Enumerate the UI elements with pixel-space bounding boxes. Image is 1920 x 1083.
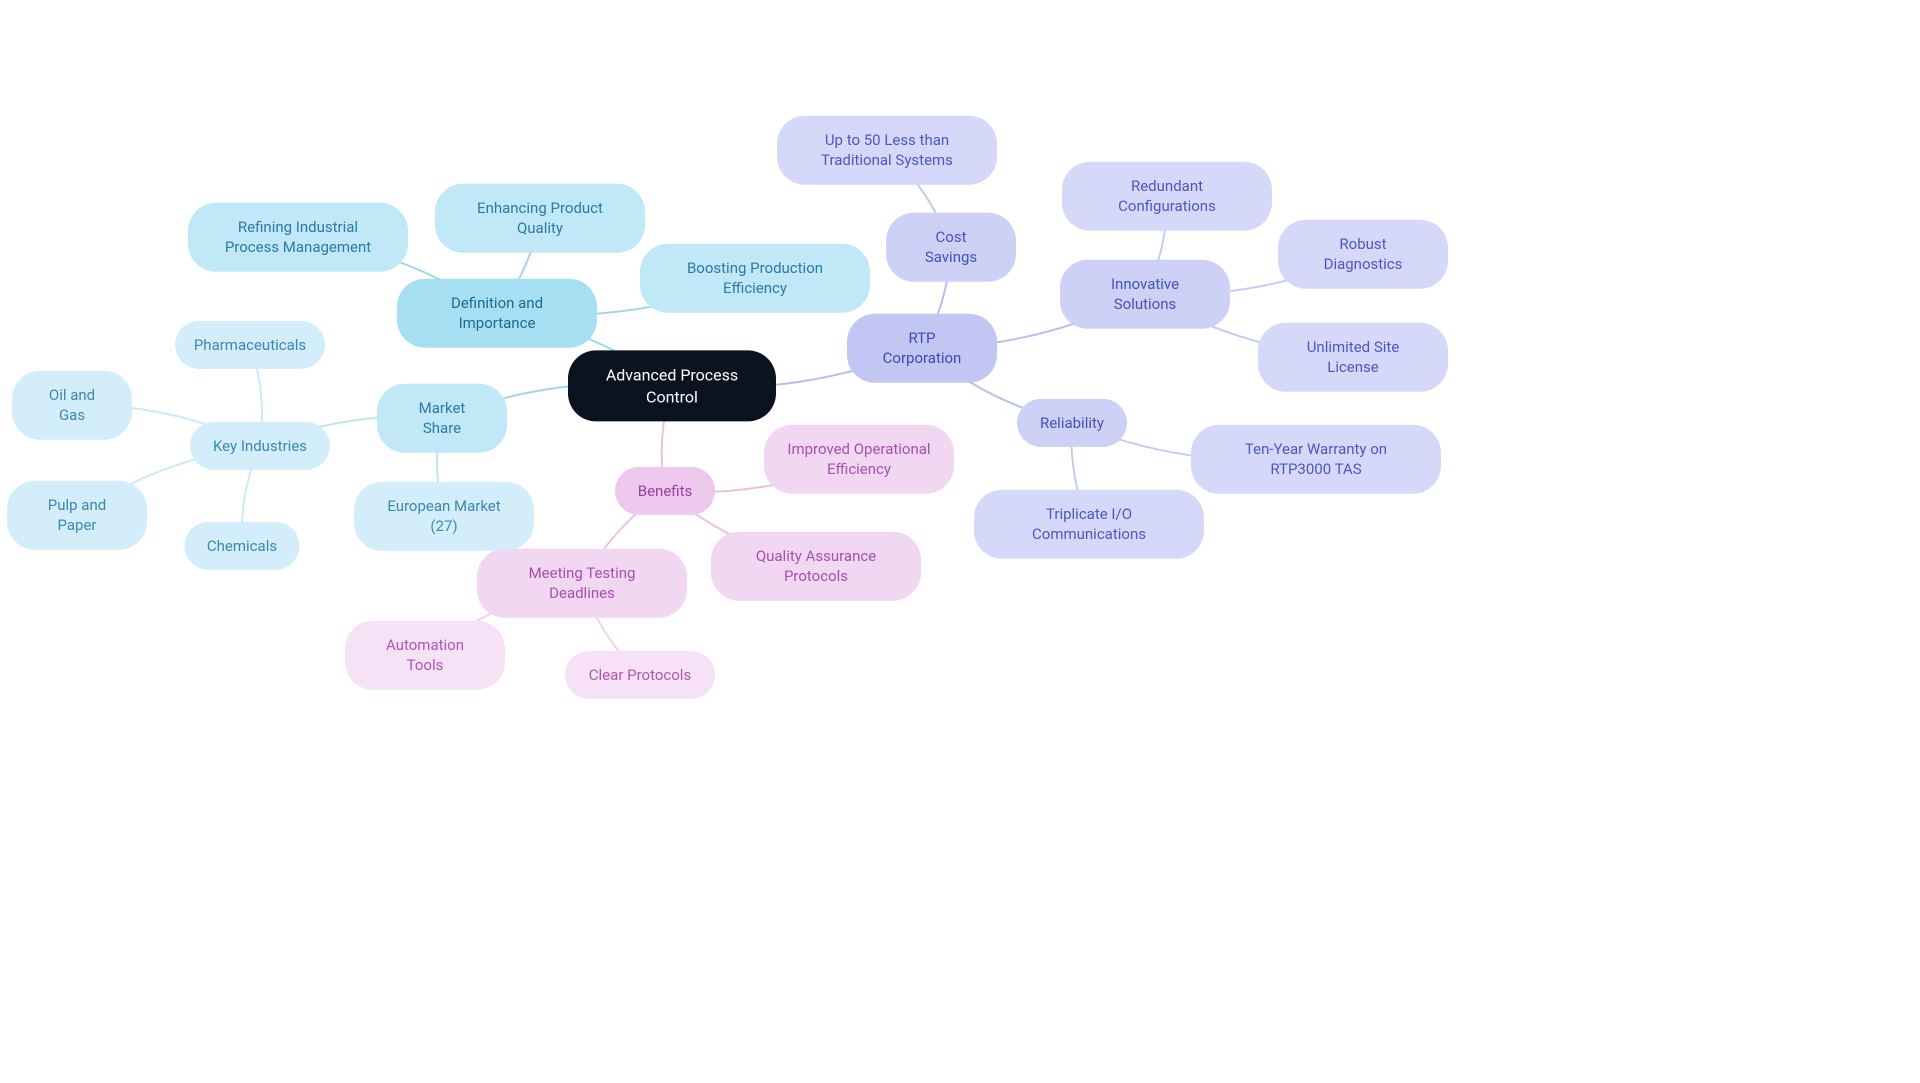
node-ind: Key Industries — [190, 422, 330, 470]
node-def: Definition and Importance — [397, 279, 597, 348]
node-cost: Cost Savings — [886, 213, 1016, 282]
node-innov_diag: Robust Diagnostics — [1278, 220, 1448, 289]
node-rel_trip: Triplicate I/O Communications — [974, 490, 1204, 559]
node-ben_auto: Automation Tools — [345, 621, 505, 690]
node-def_eff: Boosting Production Efficiency — [640, 244, 870, 313]
node-cost_50: Up to 50 Less than Traditional Systems — [777, 116, 997, 185]
node-ben_proto: Clear Protocols — [565, 651, 715, 699]
node-innov_red: Redundant Configurations — [1062, 162, 1272, 231]
node-def_refine: Refining Industrial Process Management — [188, 203, 408, 272]
node-market: Market Share — [377, 384, 507, 453]
node-rtp: RTP Corporation — [847, 314, 997, 383]
node-ind_oil: Oil and Gas — [12, 371, 132, 440]
node-innov_lic: Unlimited Site License — [1258, 323, 1448, 392]
node-def_quality: Enhancing Product Quality — [435, 184, 645, 253]
node-ben_test: Meeting Testing Deadlines — [477, 549, 687, 618]
node-rel_war: Ten-Year Warranty on RTP3000 TAS — [1191, 425, 1441, 494]
node-ben_qa: Quality Assurance Protocols — [711, 532, 921, 601]
node-ind_chem: Chemicals — [185, 522, 300, 570]
node-root: Advanced Process Control — [568, 350, 776, 421]
node-ind_pharma: Pharmaceuticals — [175, 321, 325, 369]
node-ben: Benefits — [615, 467, 715, 515]
node-innov: Innovative Solutions — [1060, 260, 1230, 329]
node-ind_pulp: Pulp and Paper — [7, 481, 147, 550]
node-ben_eff: Improved Operational Efficiency — [764, 425, 954, 494]
node-market_eu: European Market (27) — [354, 482, 534, 551]
node-rel: Reliability — [1017, 399, 1127, 447]
